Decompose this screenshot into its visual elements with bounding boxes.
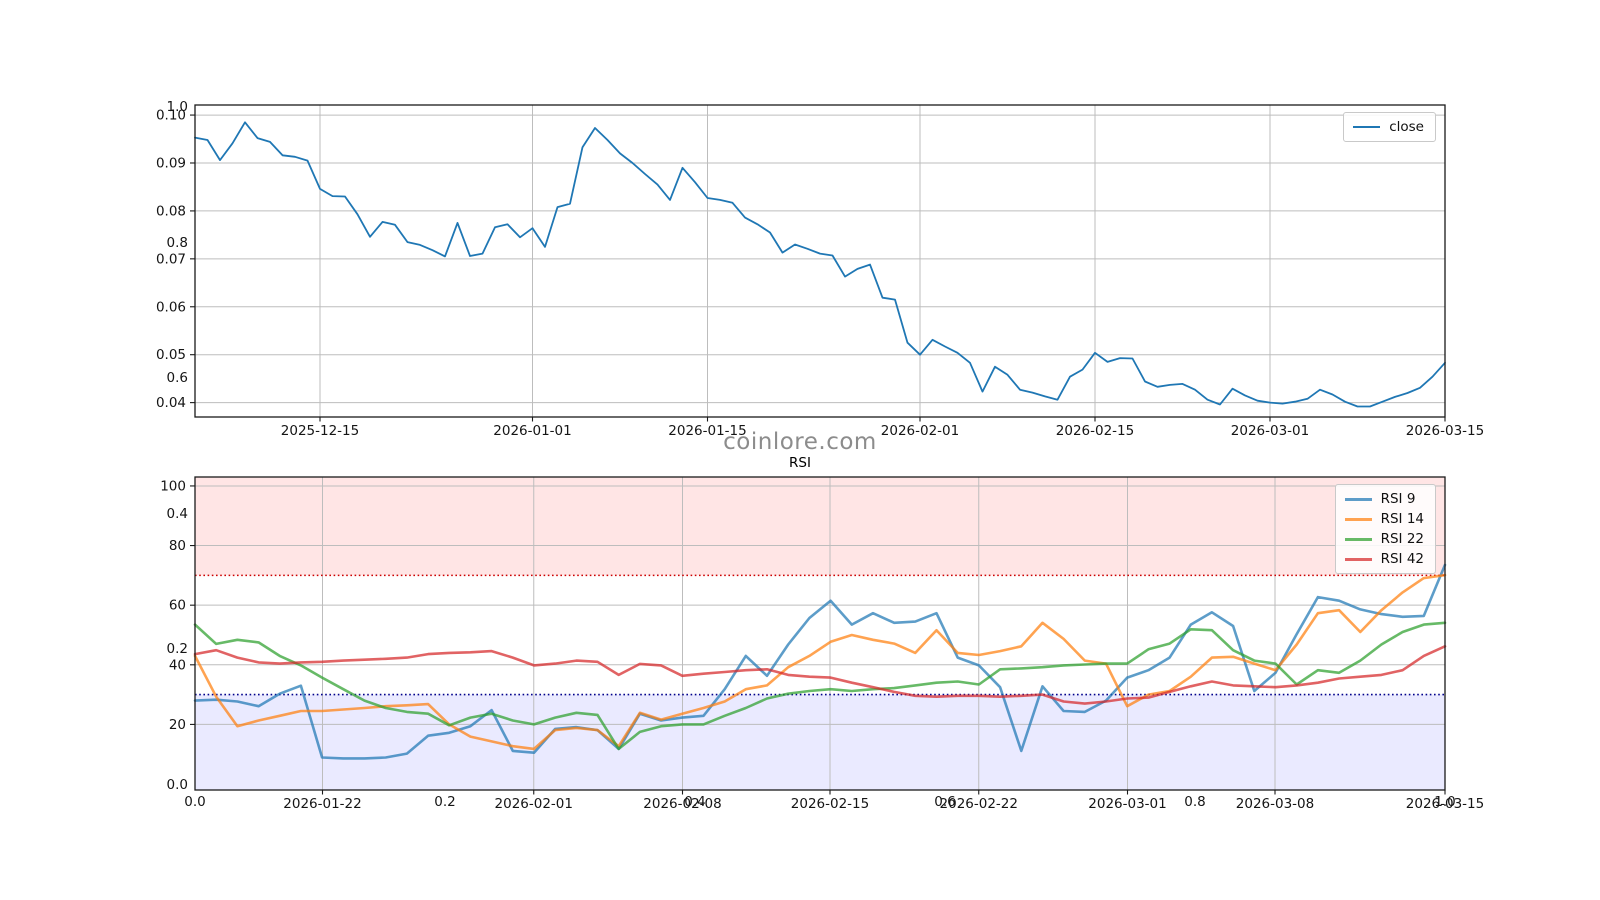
y-tick-label: 80 xyxy=(169,538,186,554)
legend-item: RSI 14 xyxy=(1344,509,1424,529)
legend-item: RSI 22 xyxy=(1344,529,1424,549)
legend-label: RSI 42 xyxy=(1380,551,1424,567)
y-tick-label: 0.10 xyxy=(156,108,186,124)
x-tick-label: 2026-03-15 xyxy=(1406,423,1484,439)
y-tick-label: 60 xyxy=(169,598,186,614)
y-tick-label: 0.06 xyxy=(156,299,186,315)
series-rsi-14 xyxy=(193,573,1447,751)
legend-item: close xyxy=(1353,117,1424,137)
y-tick-label: 20 xyxy=(169,717,186,733)
legend-label: close xyxy=(1389,119,1424,135)
y-tick-label: 0.08 xyxy=(156,203,186,219)
price-chart-svg: 0.10 0.09 0.08 0.07 0.06 0.05 0.04 2025-12-15 20… xyxy=(156,104,1484,439)
x-tick-label: 2026-01-15 xyxy=(668,423,746,439)
threshold-band xyxy=(195,694,1445,790)
price-chart-legend: close xyxy=(1343,112,1436,142)
watermark: coinlore.com xyxy=(723,429,877,455)
x-tick-label: 2026-02-01 xyxy=(495,796,573,812)
x-tick-label: 2026-02-08 xyxy=(643,796,721,812)
plot-border xyxy=(194,104,1446,418)
overlay-x-tick-label: 0.4 xyxy=(684,794,706,810)
legend-line-swatch xyxy=(1344,497,1372,501)
legend-item: RSI 42 xyxy=(1344,549,1424,569)
y-tick-label: 0.04 xyxy=(156,395,186,411)
rsi-chart: 100 80 60 40 20 2026-01-22 2026-02-01 2026-02-0… xyxy=(160,476,1484,812)
plot-border xyxy=(194,476,1446,791)
legend-label: RSI 14 xyxy=(1380,511,1424,527)
x-tick-label: 2026-03-08 xyxy=(1236,796,1314,812)
x-tick-label: 2026-03-01 xyxy=(1231,423,1309,439)
rsi-chart-title: RSI xyxy=(789,455,811,471)
overlay-x-tick-label: 0.0 xyxy=(184,794,206,810)
series-rsi-22 xyxy=(193,621,1447,751)
overlay-x-tick-label: 0.6 xyxy=(934,794,956,810)
legend-label: RSI 22 xyxy=(1380,531,1424,547)
series-rsi-9 xyxy=(193,563,1447,760)
y-tick-label: 100 xyxy=(160,478,186,494)
overlay-y-tick-label: 0.4 xyxy=(166,505,188,522)
x-tick-label: 2026-02-15 xyxy=(1056,423,1134,439)
rsi-chart-svg: 100 80 60 40 20 2026-01-22 2026-02-01 2026-02-0… xyxy=(160,476,1484,812)
overlay-y-tick-label: 0.8 xyxy=(166,234,188,251)
x-tick-label: 2026-02-15 xyxy=(791,796,869,812)
rsi-chart-legend: RSI 9 RSI 14 RSI 22 RSI 42 xyxy=(1334,484,1436,574)
overlay-y-tick-label: 1.0 xyxy=(166,99,188,115)
x-tick-label: 2025-12-15 xyxy=(281,423,359,439)
legend-line-swatch xyxy=(1344,517,1372,521)
legend-line-swatch xyxy=(1344,537,1372,541)
legend-item: RSI 9 xyxy=(1344,489,1424,509)
x-tick-label: 2026-03-15 xyxy=(1406,796,1484,812)
legend-label: RSI 9 xyxy=(1380,491,1416,507)
threshold-band xyxy=(195,477,1445,576)
y-tick-label: 0.09 xyxy=(156,155,186,171)
y-tick-label: 40 xyxy=(169,657,186,673)
series-close xyxy=(194,121,1446,408)
y-tick-label: 0.05 xyxy=(156,347,186,363)
legend-line-swatch xyxy=(1344,557,1372,561)
overlay-x-tick-label: 0.2 xyxy=(434,794,456,810)
overlay-x-tick-label: 0.8 xyxy=(1184,794,1206,810)
series-rsi-42 xyxy=(193,645,1447,705)
x-tick-label: 2026-01-01 xyxy=(493,423,571,439)
price-chart: 0.10 0.09 0.08 0.07 0.06 0.05 0.04 2025-12-15 20… xyxy=(156,104,1484,439)
overlay-y-tick-label: 0.6 xyxy=(166,370,188,387)
x-tick-label: 2026-02-22 xyxy=(940,796,1018,812)
legend-line-swatch xyxy=(1353,126,1381,128)
y-tick-label: 0.07 xyxy=(156,251,186,267)
x-tick-label: 2026-03-01 xyxy=(1088,796,1166,812)
x-tick-label: 2026-01-22 xyxy=(283,796,361,812)
overlay-y-tick-label: 0.2 xyxy=(166,641,188,658)
x-tick-label: 2026-02-01 xyxy=(881,423,959,439)
overlay-x-tick-label: 1.0 xyxy=(1434,794,1456,810)
overlay-y-tick-label: 0.0 xyxy=(166,777,188,793)
